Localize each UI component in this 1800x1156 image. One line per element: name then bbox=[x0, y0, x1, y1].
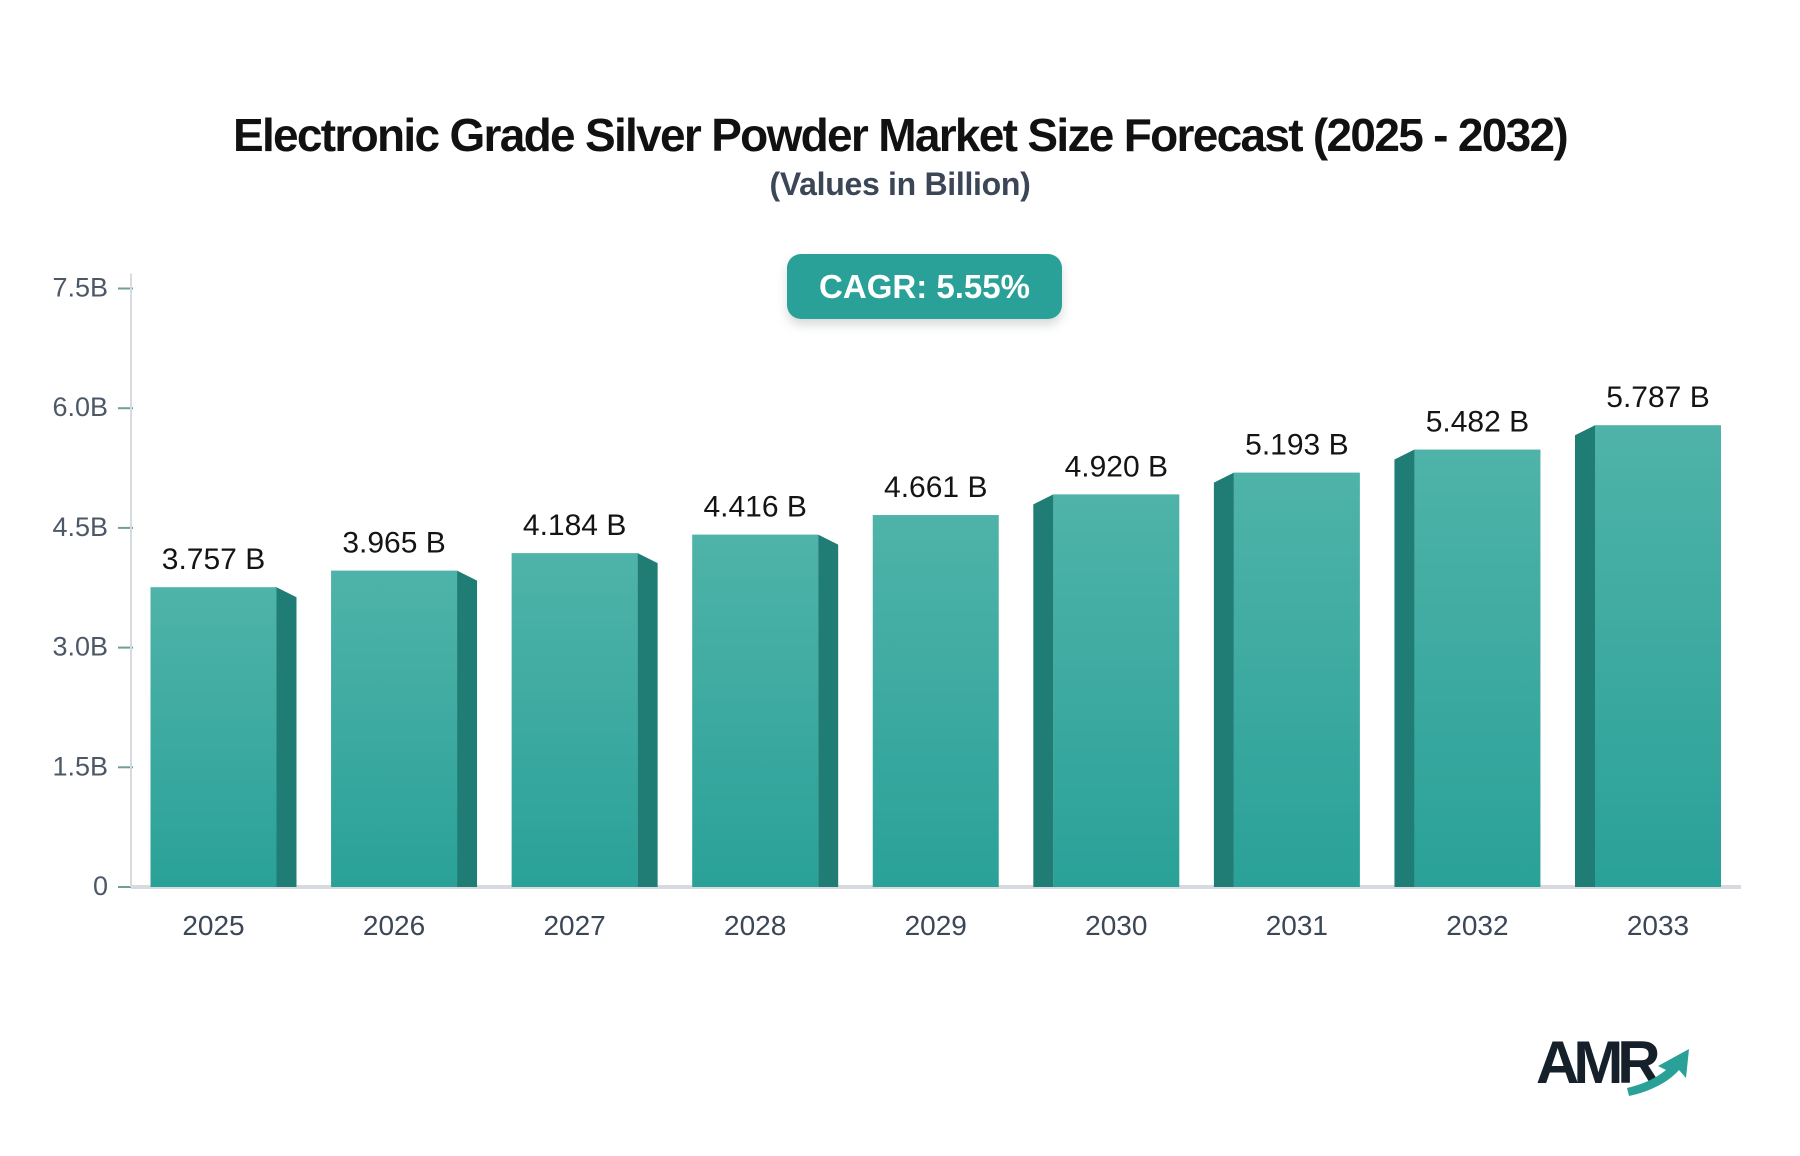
svg-text:2033: 2033 bbox=[1627, 910, 1689, 941]
svg-text:2025: 2025 bbox=[182, 910, 244, 941]
svg-text:2029: 2029 bbox=[905, 910, 967, 941]
svg-text:2032: 2032 bbox=[1446, 910, 1508, 941]
svg-text:3.965 B: 3.965 B bbox=[342, 527, 445, 560]
svg-text:2026: 2026 bbox=[363, 910, 425, 941]
svg-text:4.920 B: 4.920 B bbox=[1065, 450, 1168, 483]
svg-text:5.482 B: 5.482 B bbox=[1426, 406, 1529, 439]
svg-text:2031: 2031 bbox=[1266, 910, 1328, 941]
svg-text:2028: 2028 bbox=[724, 910, 786, 941]
svg-text:2030: 2030 bbox=[1085, 910, 1147, 941]
svg-text:5.193 B: 5.193 B bbox=[1245, 429, 1348, 462]
svg-text:4.5B: 4.5B bbox=[52, 512, 108, 542]
svg-text:4.416 B: 4.416 B bbox=[703, 491, 806, 524]
svg-text:3.757 B: 3.757 B bbox=[162, 543, 265, 576]
svg-text:4.661 B: 4.661 B bbox=[884, 471, 987, 504]
svg-text:7.5B: 7.5B bbox=[52, 273, 108, 303]
svg-text:1.5B: 1.5B bbox=[52, 751, 108, 781]
svg-text:0: 0 bbox=[93, 871, 108, 901]
svg-text:5.787 B: 5.787 B bbox=[1606, 381, 1709, 414]
svg-text:2027: 2027 bbox=[543, 910, 605, 941]
svg-text:6.0B: 6.0B bbox=[52, 392, 108, 422]
svg-text:3.0B: 3.0B bbox=[52, 632, 108, 662]
svg-text:4.184 B: 4.184 B bbox=[523, 509, 626, 542]
